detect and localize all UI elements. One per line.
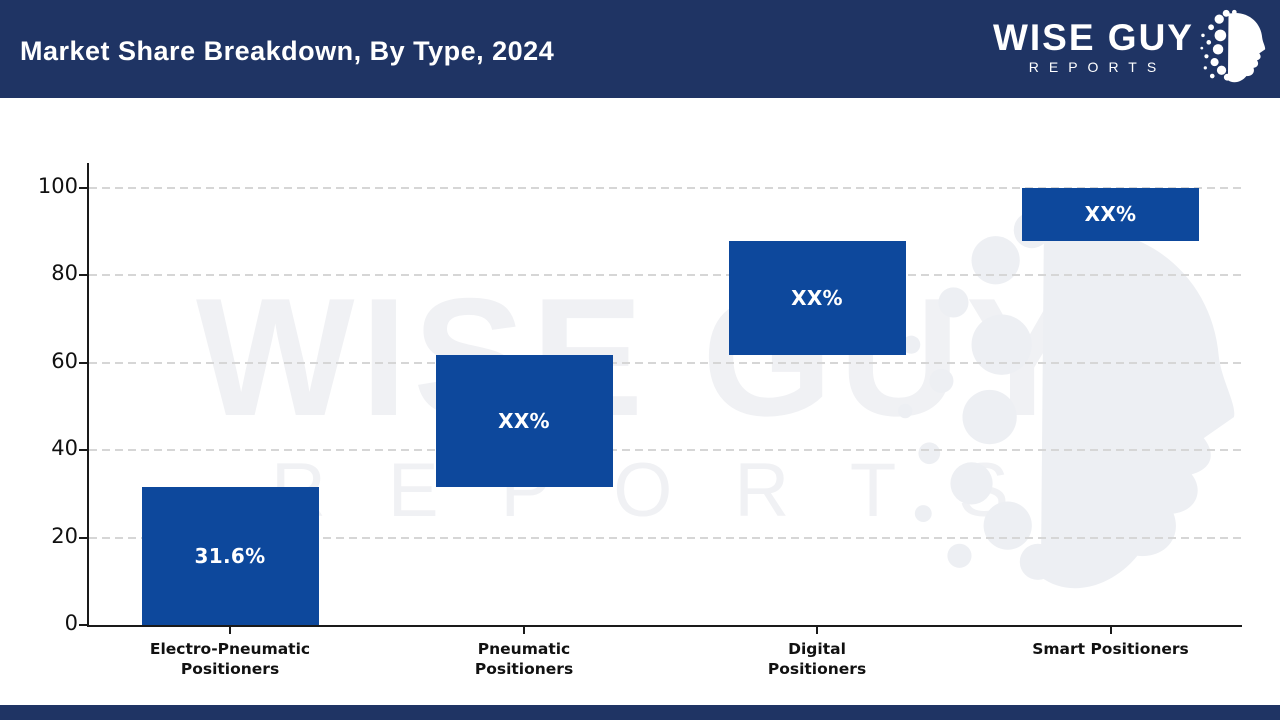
grid-line: [89, 361, 1242, 364]
page-title: Market Share Breakdown, By Type, 2024: [20, 36, 555, 66]
grid-line: [89, 536, 1242, 539]
x-tick-mark: [1109, 627, 1112, 634]
x-tick-mark: [816, 627, 818, 634]
x-category-label: Smart Positioners: [1032, 640, 1189, 658]
y-tick-label: 0: [64, 611, 78, 635]
bar: 31.6%: [141, 486, 319, 625]
bar: XX%: [1022, 187, 1199, 241]
x-category-label: Electro-Pneumatic Positioners: [149, 640, 311, 678]
bar-value-label: XX%: [1084, 202, 1137, 227]
x-tick-mark: [523, 627, 525, 634]
grid-line: [89, 449, 1242, 451]
footer-bar: [0, 705, 1280, 720]
bar-value-label: 31.6%: [194, 543, 266, 568]
y-tick-label: 60: [51, 348, 78, 373]
wise-guy-logo: WISE GUY REPORTS: [993, 8, 1268, 86]
header-bar: Market Share Breakdown, By Type, 2024 WI…: [0, 0, 1280, 98]
bar: XX%: [435, 354, 613, 487]
x-axis-line: [87, 625, 1242, 627]
y-tick-mark: [79, 449, 88, 451]
x-category-label: Pneumatic Positioners: [474, 640, 574, 678]
y-tick-mark: [79, 186, 88, 189]
bar-value-label: XX%: [498, 408, 550, 433]
logo-subtitle: REPORTS: [1028, 59, 1167, 75]
y-axis-line: [87, 163, 89, 627]
y-tick-mark: [79, 536, 88, 539]
y-tick-label: 20: [51, 523, 78, 548]
y-tick-mark: [79, 624, 88, 626]
x-tick-mark: [229, 627, 231, 634]
grid-line: [89, 274, 1242, 276]
grid-line: [89, 186, 1242, 189]
bar: XX%: [728, 240, 906, 355]
y-tick-label: 100: [37, 173, 78, 198]
y-tick-mark: [79, 361, 88, 364]
y-tick-label: 40: [51, 436, 78, 460]
y-tick-label: 80: [51, 261, 78, 285]
logo-text: WISE GUY REPORTS: [993, 18, 1194, 76]
logo-wordmark: WISE GUY: [992, 17, 1194, 58]
x-category-label: Digital Positioners: [767, 640, 867, 678]
logo-face-icon: [1200, 9, 1266, 83]
y-tick-mark: [79, 274, 88, 276]
bar-value-label: XX%: [791, 285, 843, 310]
